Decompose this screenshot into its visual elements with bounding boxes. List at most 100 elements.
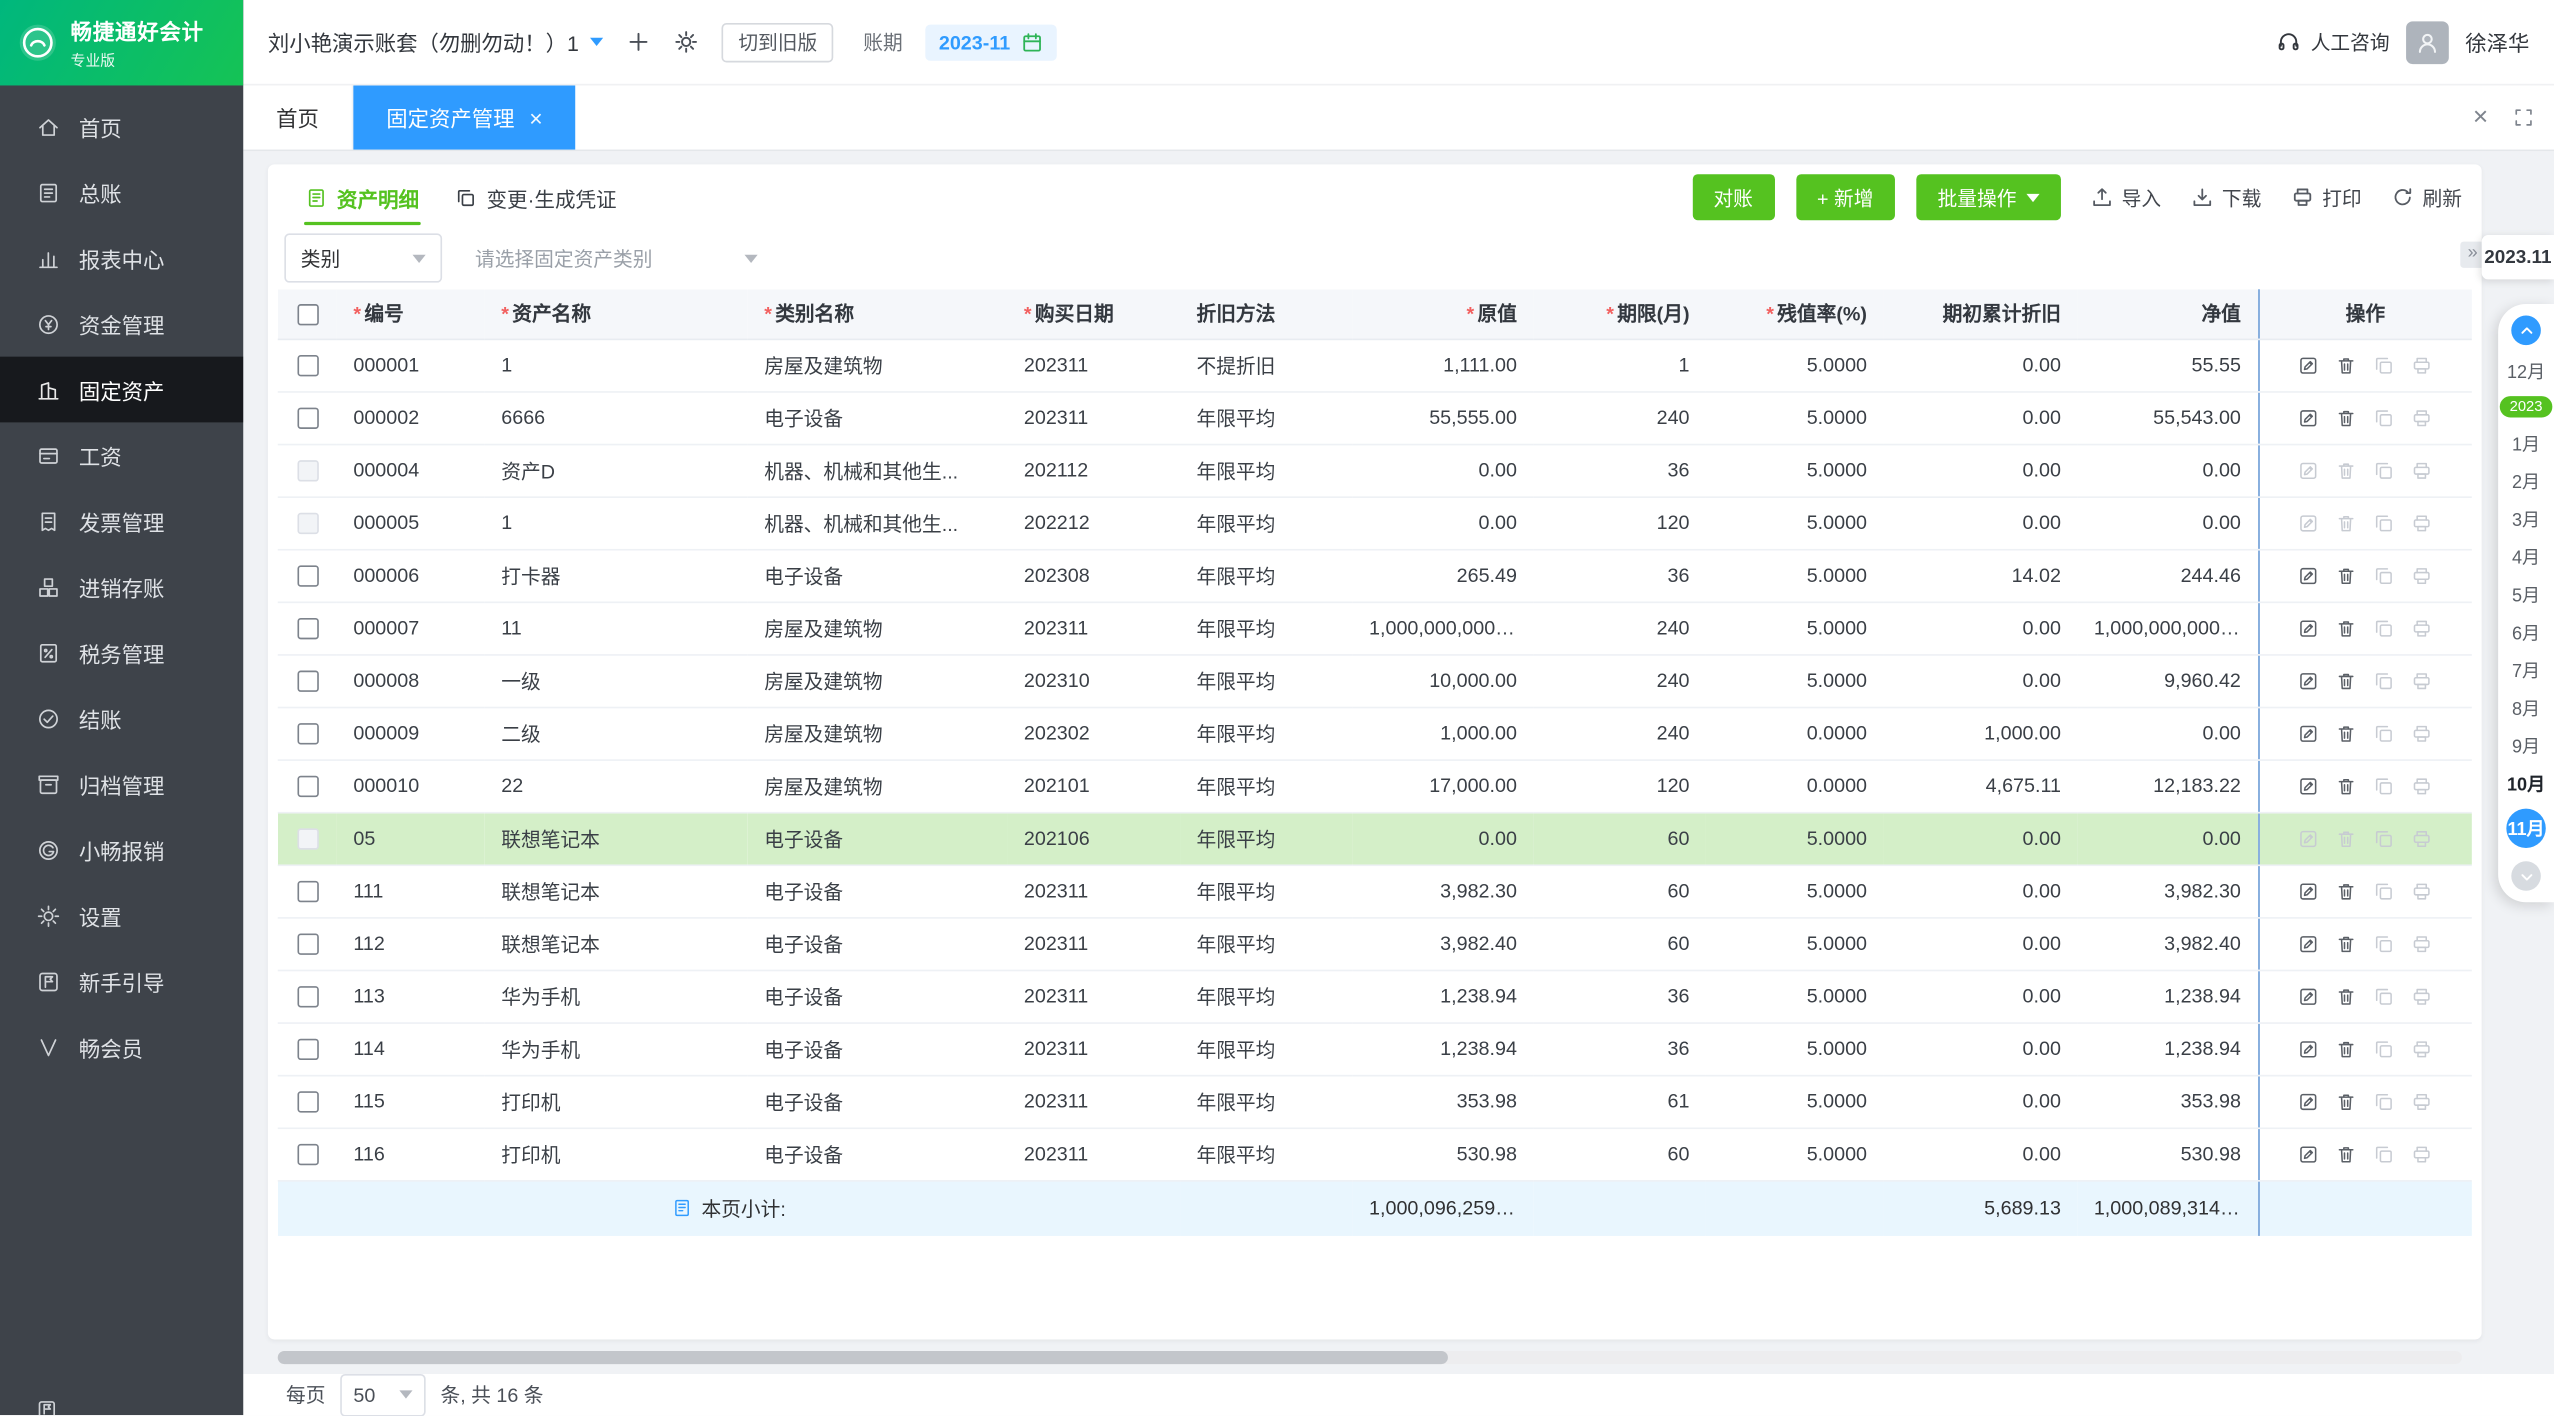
- edit-icon[interactable]: [2298, 933, 2319, 954]
- sidebar-item-invoice[interactable]: 发票管理: [0, 488, 243, 554]
- refresh-button[interactable]: 刷新: [2391, 183, 2462, 211]
- delete-icon[interactable]: [2336, 459, 2357, 480]
- table-row[interactable]: 000007 11 房屋及建筑物 202311 年限平均 1,000,000,000.00…: [277, 601, 2472, 655]
- table-row[interactable]: 112 联想笔记本 电子设备 202311 年限平均 3,982.40 60 5.0000 0.…: [277, 917, 2472, 971]
- print-icon[interactable]: [2411, 1143, 2432, 1164]
- close-icon[interactable]: ×: [2472, 102, 2489, 131]
- print-icon[interactable]: [2411, 1090, 2432, 1111]
- batch-operations-button[interactable]: 批量操作: [1916, 174, 2061, 221]
- copy-icon[interactable]: [2374, 354, 2395, 375]
- support-link[interactable]: 人工咨询: [2276, 28, 2390, 56]
- horizontal-scrollbar[interactable]: [277, 1350, 2462, 1365]
- download-button[interactable]: 下载: [2191, 183, 2261, 211]
- copy-icon[interactable]: [2374, 565, 2395, 586]
- calendar-month-3月[interactable]: 3月: [2511, 510, 2541, 531]
- sidebar-item-assets[interactable]: 固定资产: [0, 356, 244, 423]
- calendar-month-9月[interactable]: 9月: [2511, 737, 2541, 757]
- calendar-month-1月[interactable]: 1月: [2511, 434, 2541, 455]
- table-row[interactable]: 000008 一级 房屋及建筑物 202310 年限平均 10,000.00 240 5.00…: [277, 654, 2472, 708]
- calendar-scroll-down-button[interactable]: [2511, 861, 2541, 891]
- row-checkbox[interactable]: [296, 881, 319, 903]
- account-set-selector[interactable]: 刘小艳演示账套（勿删勿动！）1: [268, 26, 604, 57]
- category-select[interactable]: 类别: [284, 233, 443, 283]
- row-checkbox[interactable]: [296, 986, 319, 1008]
- row-checkbox[interactable]: [296, 565, 319, 587]
- copy-icon[interactable]: [2374, 828, 2395, 849]
- column-header-original_value[interactable]: * 原值: [1352, 289, 1534, 340]
- tab-home[interactable]: 首页: [243, 85, 354, 150]
- copy-icon[interactable]: [2374, 1143, 2395, 1164]
- print-icon[interactable]: [2411, 828, 2432, 849]
- sidebar-item-inventory[interactable]: 进销存账: [0, 554, 243, 620]
- copy-icon[interactable]: [2374, 880, 2395, 901]
- print-button[interactable]: 打印: [2291, 183, 2362, 211]
- table-row[interactable]: 116 打印机 电子设备 202311 年限平均 530.98 60 5.0000 0.00 53…: [277, 1127, 2472, 1181]
- column-header-net_value[interactable]: 净值: [2077, 289, 2259, 340]
- column-header-category[interactable]: * 类别名称: [747, 289, 1008, 340]
- print-icon[interactable]: [2411, 1038, 2432, 1059]
- calendar-month-11月[interactable]: 11月: [2506, 808, 2546, 849]
- edit-icon[interactable]: [2298, 565, 2319, 586]
- table-row[interactable]: 113 华为手机 电子设备 202311 年限平均 1,238.94 36 5.0000 0.0…: [277, 969, 2472, 1024]
- per-page-select[interactable]: 50: [340, 1373, 426, 1416]
- print-icon[interactable]: [2411, 670, 2432, 691]
- calendar-current-period[interactable]: 2023.11: [2481, 235, 2554, 280]
- copy-icon[interactable]: [2374, 985, 2395, 1006]
- delete-icon[interactable]: [2336, 722, 2357, 743]
- copy-icon[interactable]: [2374, 1090, 2395, 1111]
- sidebar-item-home[interactable]: 首页: [0, 94, 243, 160]
- column-header-name[interactable]: * 资产名称: [484, 289, 748, 340]
- delete-icon[interactable]: [2336, 670, 2357, 691]
- collapse-filter-button[interactable]: »: [2460, 241, 2485, 268]
- calendar-month-10月[interactable]: 10月: [2506, 774, 2546, 795]
- avatar[interactable]: [2406, 20, 2449, 64]
- copy-icon[interactable]: [2374, 775, 2395, 796]
- row-checkbox[interactable]: [296, 933, 319, 956]
- delete-icon[interactable]: [2336, 985, 2357, 1006]
- delete-icon[interactable]: [2336, 565, 2357, 586]
- table-row[interactable]: 000002 6666 电子设备 202311 年限平均 55,555.00 240 5.00…: [277, 391, 2472, 445]
- tab-fixed-assets[interactable]: 固定资产管理 ×: [353, 85, 576, 150]
- table-row[interactable]: 111 联想笔记本 电子设备 202311 年限平均 3,982.30 60 5.0000 0.…: [277, 864, 2472, 918]
- sidebar-item-settings[interactable]: 设置: [0, 883, 243, 949]
- table-row[interactable]: 000005 1 机器、机械和其他生... 202212 年限平均 0.00 120 5.00…: [277, 496, 2472, 550]
- print-icon[interactable]: [2411, 775, 2432, 796]
- print-icon[interactable]: [2411, 985, 2432, 1006]
- view-tab-asset-detail[interactable]: 资产明细: [288, 164, 438, 230]
- table-row[interactable]: 000004 资产D 机器、机械和其他生... 202112 年限平均 0.00 36 5.0…: [277, 443, 2472, 498]
- column-header-code[interactable]: * 编号: [336, 289, 485, 340]
- delete-icon[interactable]: [2336, 617, 2357, 638]
- print-icon[interactable]: [2411, 407, 2432, 428]
- sidebar-item-member[interactable]: 畅会员: [0, 1014, 243, 1080]
- calendar-month-2月[interactable]: 2月: [2511, 472, 2541, 493]
- delete-icon[interactable]: [2336, 512, 2357, 533]
- fullscreen-icon[interactable]: [2513, 107, 2534, 128]
- switch-old-version-button[interactable]: 切到旧版: [721, 22, 834, 62]
- edit-icon[interactable]: [2298, 1090, 2319, 1111]
- table-row[interactable]: 000009 二级 房屋及建筑物 202302 年限平均 1,000.00 240 0.000…: [277, 706, 2472, 761]
- sidebar-item-tax[interactable]: 税务管理: [0, 620, 243, 686]
- row-checkbox[interactable]: [296, 1144, 319, 1166]
- copy-icon[interactable]: [2374, 617, 2395, 638]
- edit-icon[interactable]: [2298, 1038, 2319, 1059]
- delete-icon[interactable]: [2336, 1038, 2357, 1059]
- sidebar-item-closing[interactable]: 结账: [0, 685, 243, 751]
- calendar-month-4月[interactable]: 4月: [2511, 548, 2541, 568]
- copy-icon[interactable]: [2374, 407, 2395, 428]
- column-header-method[interactable]: 折旧方法: [1180, 289, 1353, 340]
- calendar-month-6月[interactable]: 6月: [2511, 623, 2541, 644]
- copy-icon[interactable]: [2374, 933, 2395, 954]
- delete-icon[interactable]: [2336, 407, 2357, 428]
- column-header-purchase_date[interactable]: * 购买日期: [1007, 289, 1181, 340]
- reconcile-button[interactable]: 对账: [1692, 174, 1775, 221]
- edit-icon[interactable]: [2298, 407, 2319, 428]
- delete-icon[interactable]: [2336, 1143, 2357, 1164]
- edit-icon[interactable]: [2298, 354, 2319, 375]
- delete-icon[interactable]: [2336, 880, 2357, 901]
- copy-icon[interactable]: [2374, 722, 2395, 743]
- copy-icon[interactable]: [2374, 459, 2395, 480]
- table-row[interactable]: 05 联想笔记本 电子设备 202106 年限平均 0.00 60 5.0000 0.00 0.0…: [277, 811, 2472, 866]
- row-checkbox[interactable]: [296, 723, 319, 745]
- print-icon[interactable]: [2411, 722, 2432, 743]
- sidebar-item-funds[interactable]: 资金管理: [0, 291, 243, 357]
